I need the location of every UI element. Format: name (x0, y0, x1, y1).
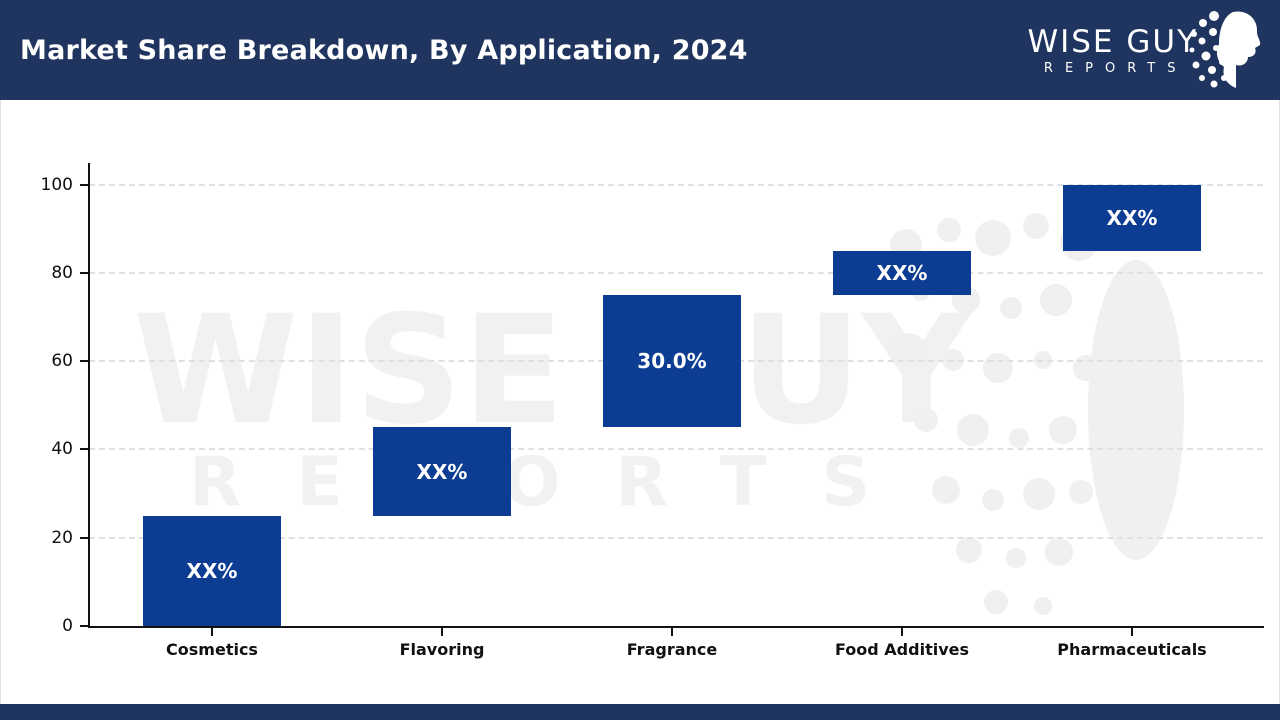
logo-subtext: REPORTS (1043, 60, 1188, 76)
wise-guy-logo: WISE GUY REPORTS (1027, 8, 1264, 92)
y-tick-label: 80 (51, 262, 73, 283)
chart-area: WISE GUY REPORTS 0 20 40 60 80 100 XX% Cosmetic… (0, 100, 1280, 704)
plot: 0 20 40 60 80 100 XX% Cosmetics XX% Flavoring 30.0… (1, 100, 1280, 704)
x-axis-label-cosmetics: Cosmetics (166, 640, 258, 659)
bar-cosmetics: XX% (143, 515, 281, 626)
bar-value-label-flavoring: XX% (416, 459, 468, 484)
y-tick-label: 100 (40, 174, 73, 195)
x-axis-label-pharmaceuticals: Pharmaceuticals (1057, 640, 1207, 659)
y-tick-mark (80, 360, 88, 363)
gridline-80 (89, 271, 1263, 274)
y-tick-mark (80, 625, 88, 627)
y-tick-label: 60 (51, 351, 73, 372)
header-bar: Market Share Breakdown, By Application, … (0, 0, 1280, 100)
bar-value-label-fragrance: 30.0% (637, 349, 707, 374)
x-tick-mark-food-additives (901, 628, 903, 636)
bar-value-label-pharmaceuticals: XX% (1106, 205, 1158, 230)
logo-text: WISE GUY REPORTS (1027, 25, 1198, 76)
y-axis-line (88, 163, 90, 628)
bar-pharmaceuticals: XX% (1063, 184, 1201, 251)
gridline-40 (89, 448, 1263, 451)
bar-value-label-food-additives: XX% (876, 260, 928, 285)
y-tick-label: 20 (51, 527, 73, 548)
gridline-20 (89, 536, 1263, 539)
x-tick-mark-flavoring (441, 628, 443, 636)
wise-guy-head-icon (1189, 11, 1261, 88)
bar-flavoring: XX% (373, 427, 511, 516)
y-tick-mark (80, 271, 88, 274)
footer-bar (0, 704, 1280, 720)
bar-value-label-cosmetics: XX% (186, 558, 238, 583)
x-tick-mark-pharmaceuticals (1131, 628, 1133, 636)
x-axis-label-flavoring: Flavoring (399, 640, 485, 659)
bar-fragrance: 30.0% (603, 295, 741, 428)
logo-wordmark: WISE GUY (1027, 23, 1198, 60)
y-tick-label: 0 (62, 616, 73, 636)
x-axis-line (88, 626, 1264, 628)
y-tick-mark (80, 183, 88, 186)
x-axis-label-food-additives: Food Additives (835, 640, 969, 659)
gridline-100 (89, 183, 1263, 186)
y-tick-label: 40 (51, 439, 73, 460)
y-tick-mark (80, 536, 88, 539)
y-tick-mark (80, 448, 88, 451)
x-axis-label-fragrance: Fragrance (626, 640, 718, 659)
x-tick-mark-fragrance (671, 628, 673, 636)
x-tick-mark-cosmetics (211, 628, 213, 636)
bar-food-additives: XX% (833, 250, 971, 296)
chart-title: Market Share Breakdown, By Application, … (20, 34, 748, 66)
